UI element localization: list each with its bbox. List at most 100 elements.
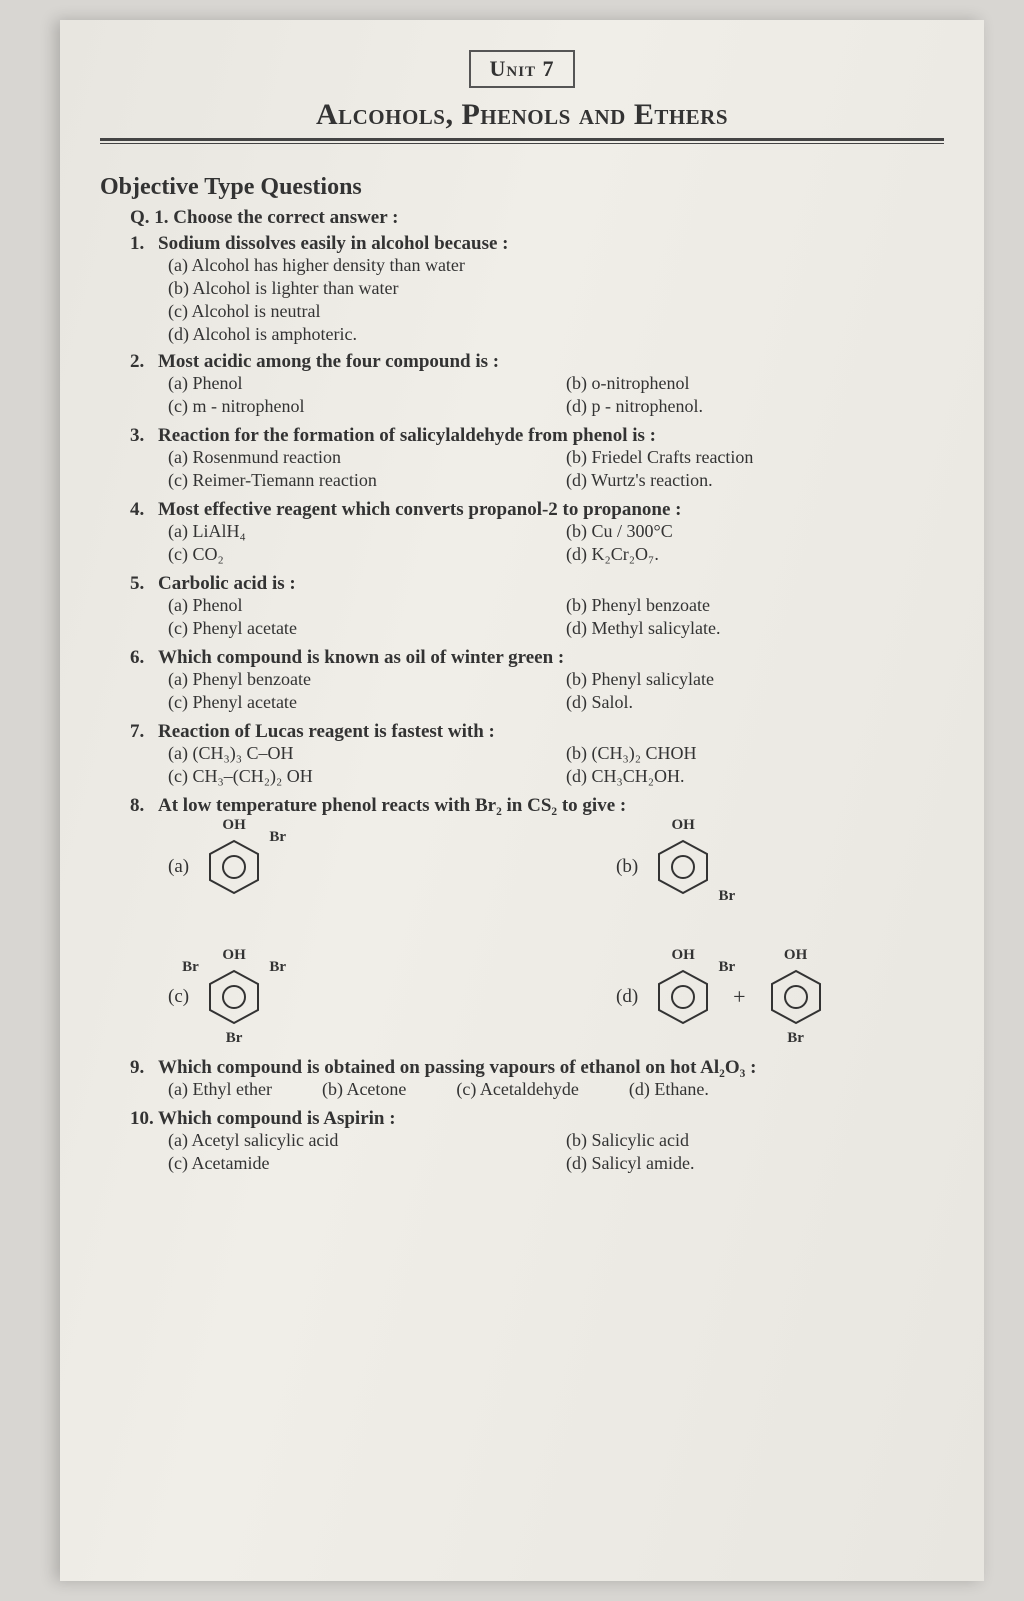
option-a: (a) Phenol	[168, 595, 546, 616]
structure-a: (a) OH Br	[168, 837, 556, 897]
benzene-ring-icon: OH Br	[204, 837, 264, 897]
benzene-ring-icon: OH Br	[766, 967, 826, 1027]
question-text: 9. Which compound is obtained on passing…	[130, 1057, 944, 1079]
question-number: 6.	[130, 647, 158, 669]
plus-sign: +	[733, 984, 745, 1010]
option-d: (d) p - nitrophenol.	[566, 396, 944, 417]
question-stem: Which compound is known as oil of winter…	[158, 647, 564, 669]
option-d: (d) Alcohol is amphoteric.	[168, 324, 944, 345]
option-c: (c) CO₂	[168, 544, 546, 565]
chapter-title: Alcohols, Phenols and Ethers	[100, 98, 944, 132]
option-c: (c) Acetamide	[168, 1153, 546, 1174]
option-label: (c)	[168, 986, 189, 1008]
option-b: (b) Alcohol is lighter than water	[168, 278, 944, 299]
benzene-ring-icon: OH Br	[653, 967, 713, 1027]
question-2: 2. Most acidic among the four compound i…	[130, 351, 944, 419]
question-8: 8. At low temperature phenol reacts with…	[130, 795, 944, 1027]
unit-label: Unit 7	[469, 50, 574, 88]
option-d: (d) CH₃CH₂OH.	[566, 766, 944, 787]
option-d: (d) Salicyl amide.	[566, 1153, 944, 1174]
option-d: (d) Wurtz's reaction.	[566, 470, 944, 491]
question-stem: Which compound is Aspirin :	[158, 1108, 396, 1130]
structure-b: (b) OH Br	[556, 837, 944, 897]
substituent-top: OH	[222, 947, 245, 964]
benzene-ring-icon: OH Br Br Br	[204, 967, 264, 1027]
options: (a) Phenol (b) o-nitrophenol (c) m - nit…	[168, 373, 944, 419]
question-stem: Most acidic among the four compound is :	[158, 351, 499, 373]
option-c: (c) CH₃–(CH₂)₂ OH	[168, 766, 546, 787]
option-a: (a) (CH₃)₃ C–OH	[168, 743, 546, 764]
substituent-bot: Br	[787, 1030, 804, 1047]
page: Unit 7 Alcohols, Phenols and Ethers Obje…	[60, 20, 984, 1581]
question-3: 3. Reaction for the formation of salicyl…	[130, 425, 944, 493]
substituent-top: OH	[784, 947, 807, 964]
title-rule-2	[100, 143, 944, 144]
question-5: 5. Carbolic acid is : (a) Phenol (b) Phe…	[130, 573, 944, 641]
option-label: (d)	[616, 986, 638, 1008]
question-9: 9. Which compound is obtained on passing…	[130, 1057, 944, 1102]
question-number: 3.	[130, 425, 158, 447]
question-4: 4. Most effective reagent which converts…	[130, 499, 944, 567]
option-a: (a) Phenol	[168, 373, 546, 394]
option-d: (d) Methyl salicylate.	[566, 618, 944, 639]
question-stem: Reaction for the formation of salicylald…	[158, 425, 656, 447]
option-b: (b) Phenyl salicylate	[566, 669, 944, 690]
option-b: (b) Phenyl benzoate	[566, 595, 944, 616]
option-label: (b)	[616, 856, 638, 878]
option-a: (a) Acetyl salicylic acid	[168, 1130, 546, 1151]
substituent-tr: Br	[269, 959, 286, 976]
question-number: 4.	[130, 499, 158, 521]
question-text: 4. Most effective reagent which converts…	[130, 499, 944, 521]
option-d: (d) Salol.	[566, 692, 944, 713]
question-text: 10. Which compound is Aspirin :	[130, 1108, 944, 1130]
options: (a) Ethyl ether (b) Acetone (c) Acetalde…	[168, 1079, 944, 1102]
option-c: (c) m - nitrophenol	[168, 396, 546, 417]
question-text: 3. Reaction for the formation of salicyl…	[130, 425, 944, 447]
structure-c: (c) OH Br Br Br	[168, 967, 556, 1027]
question-stem: Most effective reagent which converts pr…	[158, 499, 682, 521]
question-1: 1. Sodium dissolves easily in alcohol be…	[130, 233, 944, 345]
section-heading: Objective Type Questions	[100, 174, 944, 201]
question-10: 10. Which compound is Aspirin : (a) Acet…	[130, 1108, 944, 1176]
substituent-tr: Br	[269, 829, 286, 846]
substituent-bot: Br	[226, 1030, 243, 1047]
option-a: (a) Phenyl benzoate	[168, 669, 546, 690]
question-stem: Carbolic acid is :	[158, 573, 296, 595]
options: (a) Phenyl benzoate (b) Phenyl salicylat…	[168, 669, 944, 715]
structure-d: (d) OH Br + OH Br	[556, 967, 944, 1027]
instruction: Q. 1. Choose the correct answer :	[130, 207, 944, 229]
question-number: 5.	[130, 573, 158, 595]
question-number: 9.	[130, 1057, 158, 1079]
options: (a) Phenol (b) Phenyl benzoate (c) Pheny…	[168, 595, 944, 641]
question-stem: Which compound is obtained on passing va…	[158, 1057, 756, 1079]
option-c: (c) Phenyl acetate	[168, 618, 546, 639]
question-text: 7. Reaction of Lucas reagent is fastest …	[130, 721, 944, 743]
substituent-tl: Br	[182, 959, 199, 976]
option-d: (d) K₂Cr₂O₇.	[566, 544, 944, 565]
option-b: (b) Cu / 300°C	[566, 521, 944, 542]
substituent-top: OH	[671, 817, 694, 834]
question-stem: At low temperature phenol reacts with Br…	[158, 795, 626, 817]
title-rule-1	[100, 138, 944, 141]
question-text: 5. Carbolic acid is :	[130, 573, 944, 595]
options: (a) LiAlH₄ (b) Cu / 300°C (c) CO₂ (d) K₂…	[168, 521, 944, 567]
question-number: 1.	[130, 233, 158, 255]
options: (a) (CH₃)₃ C–OH (b) (CH₃)₂ CHOH (c) CH₃–…	[168, 743, 944, 789]
option-b: (b) Acetone	[322, 1079, 406, 1100]
question-6: 6. Which compound is known as oil of win…	[130, 647, 944, 715]
question-number: 7.	[130, 721, 158, 743]
option-c: (c) Phenyl acetate	[168, 692, 546, 713]
question-text: 6. Which compound is known as oil of win…	[130, 647, 944, 669]
question-number: 8.	[130, 795, 158, 817]
options: (a) Alcohol has higher density than wate…	[168, 255, 944, 345]
option-a: (a) Alcohol has higher density than wate…	[168, 255, 944, 276]
option-c: (c) Reimer-Tiemann reaction	[168, 470, 546, 491]
unit-wrapper: Unit 7	[100, 50, 944, 88]
option-b: (b) Friedel Crafts reaction	[566, 447, 944, 468]
option-b: (b) (CH₃)₂ CHOH	[566, 743, 944, 764]
option-d: (d) Ethane.	[629, 1079, 709, 1100]
benzene-ring-icon: OH Br	[653, 837, 713, 897]
options: (a) Rosenmund reaction (b) Friedel Craft…	[168, 447, 944, 493]
substituent-top: OH	[222, 817, 245, 834]
question-stem: Sodium dissolves easily in alcohol becau…	[158, 233, 509, 255]
